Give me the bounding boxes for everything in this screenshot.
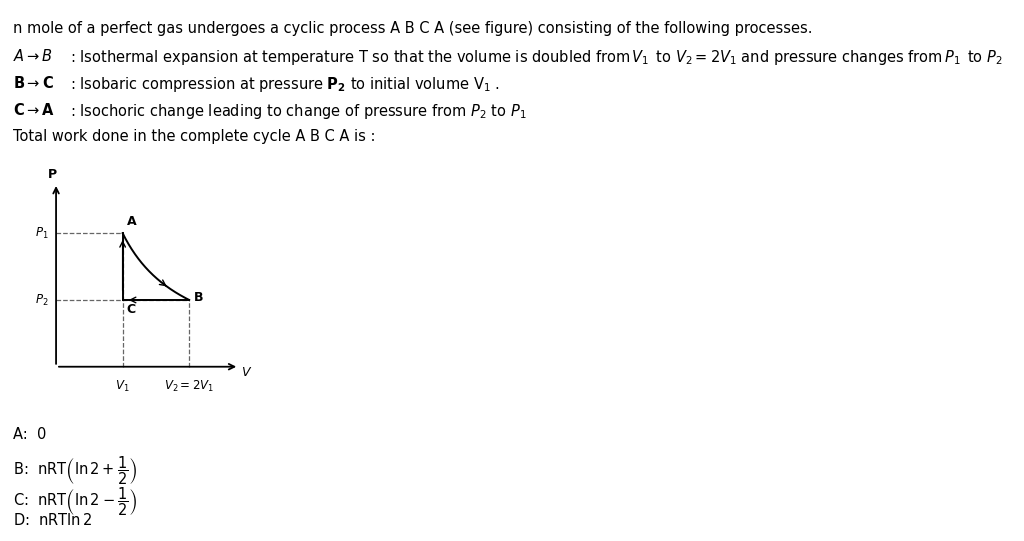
Text: Total work done in the complete cycle A B C A is :: Total work done in the complete cycle A …: [13, 129, 376, 144]
Text: B:  $\mathrm{nRT}\left(\ln 2 + \dfrac{1}{2}\right)$: B: $\mathrm{nRT}\left(\ln 2 + \dfrac{1}{…: [13, 454, 137, 487]
Text: $V_1$: $V_1$: [116, 379, 130, 394]
Text: A:  0: A: 0: [13, 427, 47, 443]
Text: : Isothermal expansion at temperature T so that the volume is doubled from$\,V_1: : Isothermal expansion at temperature T …: [70, 48, 1002, 67]
Text: $P_2$: $P_2$: [35, 292, 48, 307]
Text: $\mathbf{C} \rightarrow \mathbf{A}$: $\mathbf{C} \rightarrow \mathbf{A}$: [13, 102, 55, 118]
Text: C:  $\mathrm{nRT}\left(\ln 2 - \dfrac{1}{2}\right)$: C: $\mathrm{nRT}\left(\ln 2 - \dfrac{1}{…: [13, 485, 137, 518]
Text: D:  $\mathrm{nRT}\ln 2$: D: $\mathrm{nRT}\ln 2$: [13, 512, 93, 529]
Text: $V_2=2V_1$: $V_2=2V_1$: [164, 379, 214, 394]
Text: $\mathbf{B} \rightarrow \mathbf{C}$: $\mathbf{B} \rightarrow \mathbf{C}$: [13, 75, 54, 91]
Text: $P_1$: $P_1$: [35, 226, 48, 241]
Text: $A \rightarrow B$: $A \rightarrow B$: [13, 48, 53, 64]
Text: V: V: [241, 366, 250, 379]
Text: A: A: [127, 215, 136, 228]
Text: : Isochoric change leading to change of pressure from $P_2$ to $P_1$: : Isochoric change leading to change of …: [70, 102, 526, 121]
Text: C: C: [126, 304, 135, 316]
Text: : Isobaric compression at pressure $\mathbf{P_2}$ to initial volume $\mathrm{V_1: : Isobaric compression at pressure $\mat…: [70, 75, 500, 94]
Text: n mole of a perfect gas undergoes a cyclic process A B C A (see figure) consisti: n mole of a perfect gas undergoes a cycl…: [13, 21, 813, 36]
Text: B: B: [194, 292, 204, 305]
Text: P: P: [48, 168, 57, 181]
